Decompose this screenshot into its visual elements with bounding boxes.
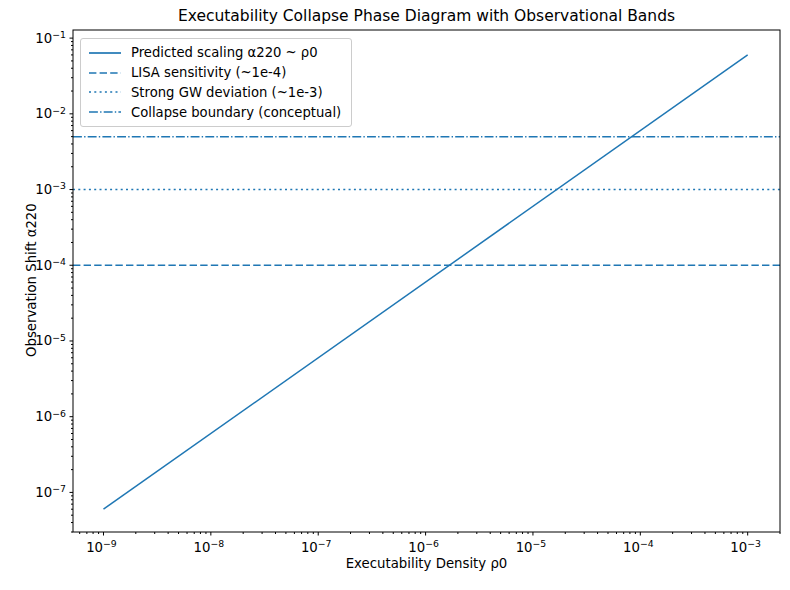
tick-label: 10−7 xyxy=(35,483,66,500)
legend-item: Strong GW deviation (~1e-3) xyxy=(88,83,345,103)
tick-label: 10−8 xyxy=(194,538,225,555)
figure: Executability Collapse Phase Diagram wit… xyxy=(0,0,790,590)
tick-label: 10−6 xyxy=(35,408,66,425)
legend-line-sample-dotted xyxy=(88,85,122,99)
legend-item: Collapse boundary (conceptual) xyxy=(88,102,345,122)
legend-line-sample-solid xyxy=(88,46,122,60)
tick-label: 10−2 xyxy=(35,105,66,122)
tick-label: 10−5 xyxy=(35,332,66,349)
tick-label: 10−6 xyxy=(408,538,439,555)
legend-line-sample-dashdot xyxy=(88,105,122,119)
legend-item: LISA sensitivity (~1e-4) xyxy=(88,63,345,83)
tick-label: 10−5 xyxy=(516,538,547,555)
tick-label: 10−7 xyxy=(301,538,332,555)
tick-label: 10−4 xyxy=(623,538,654,555)
y-axis-label: Observation Shift α220 xyxy=(24,203,39,357)
legend: Predicted scaling α220 ~ ρ0 LISA sensitiv… xyxy=(80,38,352,127)
tick-label: 10−3 xyxy=(35,180,66,197)
tick-label: 10−1 xyxy=(35,29,66,46)
legend-item-label: Predicted scaling α220 ~ ρ0 xyxy=(131,45,318,60)
tick-label: 10−9 xyxy=(86,538,117,555)
tick-label: 10−3 xyxy=(730,538,761,555)
legend-item: Predicted scaling α220 ~ ρ0 xyxy=(88,43,345,63)
legend-item-label: Collapse boundary (conceptual) xyxy=(131,105,341,120)
tick-label: 10−4 xyxy=(35,256,66,273)
legend-item-label: LISA sensitivity (~1e-4) xyxy=(131,65,286,80)
x-axis-label: Executability Density ρ0 xyxy=(73,556,780,571)
legend-item-label: Strong GW deviation (~1e-3) xyxy=(131,85,323,100)
legend-line-sample-dashed xyxy=(88,66,122,80)
